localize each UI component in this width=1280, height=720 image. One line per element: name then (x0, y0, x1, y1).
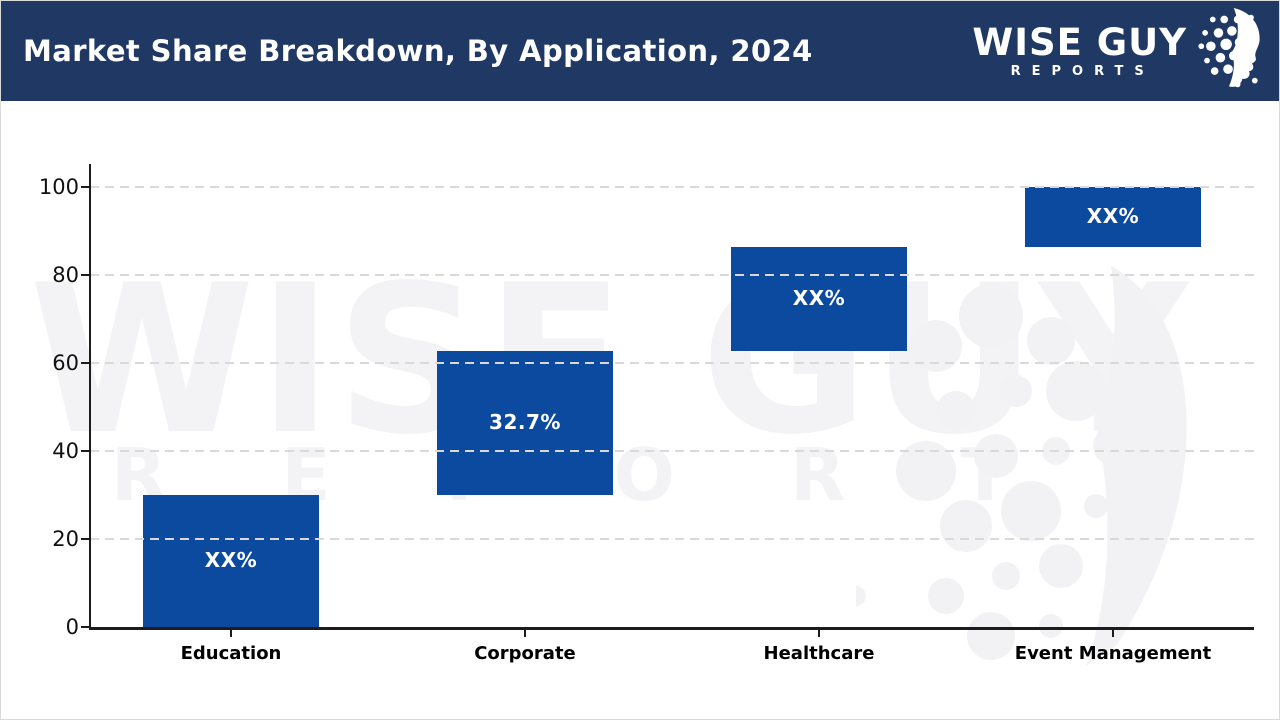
gridline-100 (90, 186, 1254, 188)
y-tick-40 (81, 450, 89, 452)
y-tick-label-60: 60 (52, 351, 79, 375)
logo-wordmark: WISE GUY (972, 20, 1187, 64)
logo-text: WISE GUY REPORTS (972, 24, 1187, 79)
x-category-label: Healthcare (763, 643, 875, 664)
x-axis-spine (89, 627, 1254, 630)
x-category-label: Event Management (1014, 643, 1212, 664)
x-category-label: Corporate (474, 643, 576, 664)
bar-education (143, 495, 319, 627)
grid-layer (1, 101, 1279, 719)
watermark-head-dots (856, 266, 1187, 666)
y-tick-label-40: 40 (52, 439, 79, 463)
y-tick-label-20: 20 (52, 527, 79, 551)
y-tick-0 (81, 626, 89, 628)
x-tick-1 (524, 630, 526, 637)
gridline-80 (90, 274, 1254, 276)
y-tick-label-0: 0 (65, 615, 79, 639)
bar-labels-layer: XX% 32.7% XX% XX% (1, 101, 1279, 719)
bar-value-label: XX% (204, 548, 258, 572)
bars-layer (1, 101, 1279, 719)
dotted-head-icon (1198, 8, 1260, 88)
bar-event-management (1025, 187, 1201, 248)
logo-subtitle: REPORTS (1010, 63, 1155, 79)
y-tick-label-100: 100 (38, 175, 79, 199)
wise-guy-reports-logo: WISE GUY REPORTS (972, 8, 1265, 94)
x-tick-2 (818, 630, 820, 637)
bar-corporate (437, 351, 613, 495)
bar-value-label: XX% (1086, 204, 1140, 229)
bar-healthcare (731, 247, 907, 352)
y-tick-60 (81, 362, 89, 364)
gridline-20 (90, 538, 1254, 540)
axes-layer: 0 20 40 60 80 100 Education Corporate Healthcare… (1, 101, 1279, 719)
x-category-label: Education (180, 643, 282, 664)
y-tick-20 (81, 538, 89, 540)
chart-area: WISE GUY R E P O R T S XX%32.7%XX%XX% (1, 101, 1279, 719)
y-axis-spine (89, 164, 91, 630)
page-title: Market Share Breakdown, By Application, … (23, 34, 813, 68)
gridline-40 (90, 450, 1254, 452)
gridline-60 (90, 362, 1254, 364)
bar-value-label: 32.7% (489, 410, 561, 435)
y-tick-label-80: 80 (52, 263, 79, 287)
x-tick-0 (230, 630, 232, 637)
bar-value-label: XX% (792, 286, 846, 311)
y-tick-100 (81, 186, 89, 188)
header-bar: Market Share Breakdown, By Application, … (1, 1, 1279, 101)
y-tick-80 (81, 274, 89, 276)
x-tick-3 (1112, 630, 1114, 637)
